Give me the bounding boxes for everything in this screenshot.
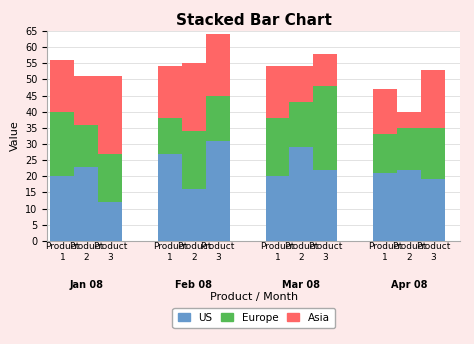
- Bar: [206, 34, 230, 96]
- Bar: [98, 202, 122, 241]
- Bar: [421, 128, 445, 180]
- Bar: [290, 147, 313, 241]
- Bar: [373, 89, 397, 134]
- Bar: [313, 54, 337, 86]
- Bar: [373, 134, 397, 173]
- Bar: [50, 112, 74, 176]
- Bar: [313, 170, 337, 241]
- Bar: [373, 173, 397, 241]
- Bar: [182, 131, 206, 189]
- Bar: [74, 76, 98, 125]
- Bar: [158, 66, 182, 118]
- Bar: [397, 128, 421, 170]
- Bar: [206, 141, 230, 241]
- Bar: [265, 118, 290, 176]
- Bar: [421, 70, 445, 128]
- Title: Stacked Bar Chart: Stacked Bar Chart: [176, 13, 331, 29]
- Bar: [290, 66, 313, 102]
- Bar: [182, 63, 206, 131]
- Bar: [158, 154, 182, 241]
- X-axis label: Product / Month: Product / Month: [210, 292, 298, 302]
- Bar: [74, 125, 98, 166]
- Legend: US, Europe, Asia: US, Europe, Asia: [173, 308, 335, 328]
- Text: Apr 08: Apr 08: [391, 280, 427, 290]
- Bar: [98, 76, 122, 154]
- Bar: [206, 96, 230, 141]
- Bar: [74, 166, 98, 241]
- Bar: [50, 176, 74, 241]
- Bar: [50, 60, 74, 112]
- Bar: [98, 154, 122, 202]
- Bar: [182, 189, 206, 241]
- Bar: [313, 86, 337, 170]
- Text: Jan 08: Jan 08: [69, 280, 103, 290]
- Bar: [158, 118, 182, 154]
- Bar: [397, 170, 421, 241]
- Bar: [421, 180, 445, 241]
- Bar: [290, 102, 313, 147]
- Text: Mar 08: Mar 08: [283, 280, 320, 290]
- Bar: [397, 112, 421, 128]
- Bar: [265, 176, 290, 241]
- Y-axis label: Value: Value: [9, 120, 19, 151]
- Text: Feb 08: Feb 08: [175, 280, 212, 290]
- Bar: [265, 66, 290, 118]
